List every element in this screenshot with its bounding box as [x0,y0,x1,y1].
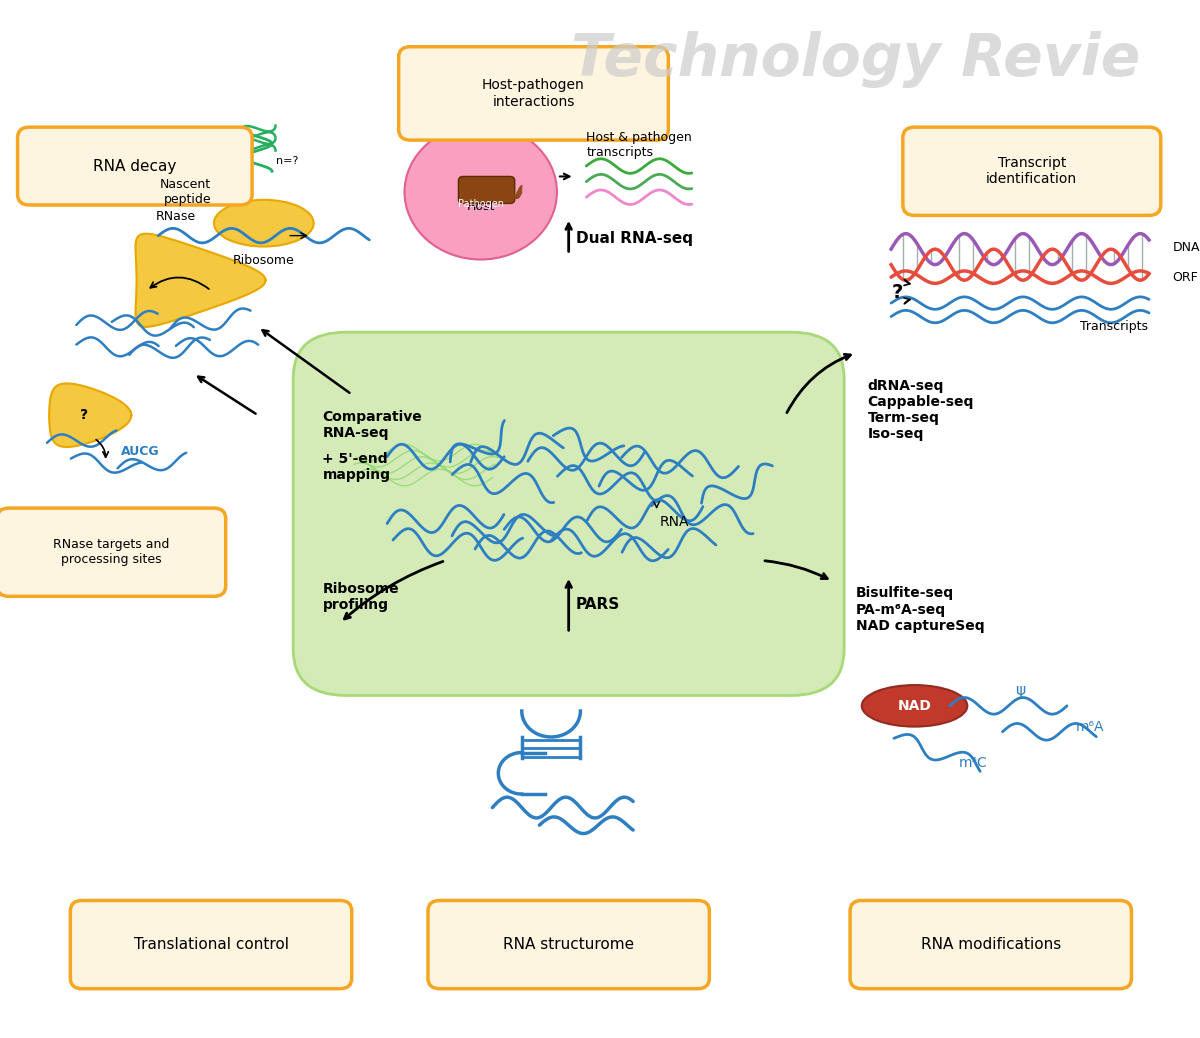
Text: Comparative
RNA-seq: Comparative RNA-seq [323,410,422,440]
Circle shape [404,125,557,260]
Text: Technology Revie: Technology Revie [571,31,1140,88]
Text: Host & pathogen
transcripts: Host & pathogen transcripts [587,132,692,159]
Text: Ribosome: Ribosome [233,254,295,268]
Text: m⁶A: m⁶A [1076,719,1105,734]
Text: Host: Host [467,199,494,213]
Text: Nascent
peptide: Nascent peptide [160,179,211,206]
Text: RNA: RNA [660,515,690,529]
Text: RNA structurome: RNA structurome [503,937,635,952]
FancyBboxPatch shape [850,900,1132,988]
Text: Translational control: Translational control [133,937,288,952]
Text: ?: ? [892,283,902,302]
Text: ?: ? [80,408,89,422]
FancyBboxPatch shape [458,176,515,203]
Text: RNase: RNase [156,210,196,223]
Polygon shape [49,383,131,447]
Text: PARS: PARS [576,597,620,611]
Text: Dual RNA-seq: Dual RNA-seq [576,231,692,246]
Polygon shape [136,234,265,327]
FancyBboxPatch shape [398,47,668,140]
FancyBboxPatch shape [71,900,352,988]
FancyBboxPatch shape [0,509,226,596]
Text: AUCG: AUCG [121,445,160,458]
FancyBboxPatch shape [902,128,1160,216]
Text: dRNA-seq
Cappable-seq
Term-seq
Iso-seq: dRNA-seq Cappable-seq Term-seq Iso-seq [868,379,974,441]
Text: RNA decay: RNA decay [94,159,176,173]
FancyBboxPatch shape [293,332,845,695]
Text: Bisulfite-seq
PA-m⁶A-seq
NAD captureSeq: Bisulfite-seq PA-m⁶A-seq NAD captureSeq [856,586,984,633]
Text: Host-pathogen
interactions: Host-pathogen interactions [482,78,584,109]
Text: + 5'-end
mapping: + 5'-end mapping [323,452,390,482]
Text: n=?: n=? [276,156,298,166]
Text: RNase targets and
processing sites: RNase targets and processing sites [53,539,169,566]
Ellipse shape [862,685,967,727]
Text: Ribosome
profiling: Ribosome profiling [323,581,400,612]
FancyBboxPatch shape [428,900,709,988]
Ellipse shape [214,199,313,246]
Text: ORF: ORF [1172,271,1199,283]
Text: Transcripts: Transcripts [1080,320,1148,333]
Text: NAD: NAD [898,699,931,713]
Text: RNA modifications: RNA modifications [920,937,1061,952]
Text: Pathogen: Pathogen [457,199,504,210]
FancyBboxPatch shape [18,128,252,206]
Text: m⁵C: m⁵C [959,756,988,770]
Text: Transcript
identification: Transcript identification [986,156,1078,187]
Text: ψ: ψ [1015,683,1025,698]
Text: DNA: DNA [1172,241,1200,253]
